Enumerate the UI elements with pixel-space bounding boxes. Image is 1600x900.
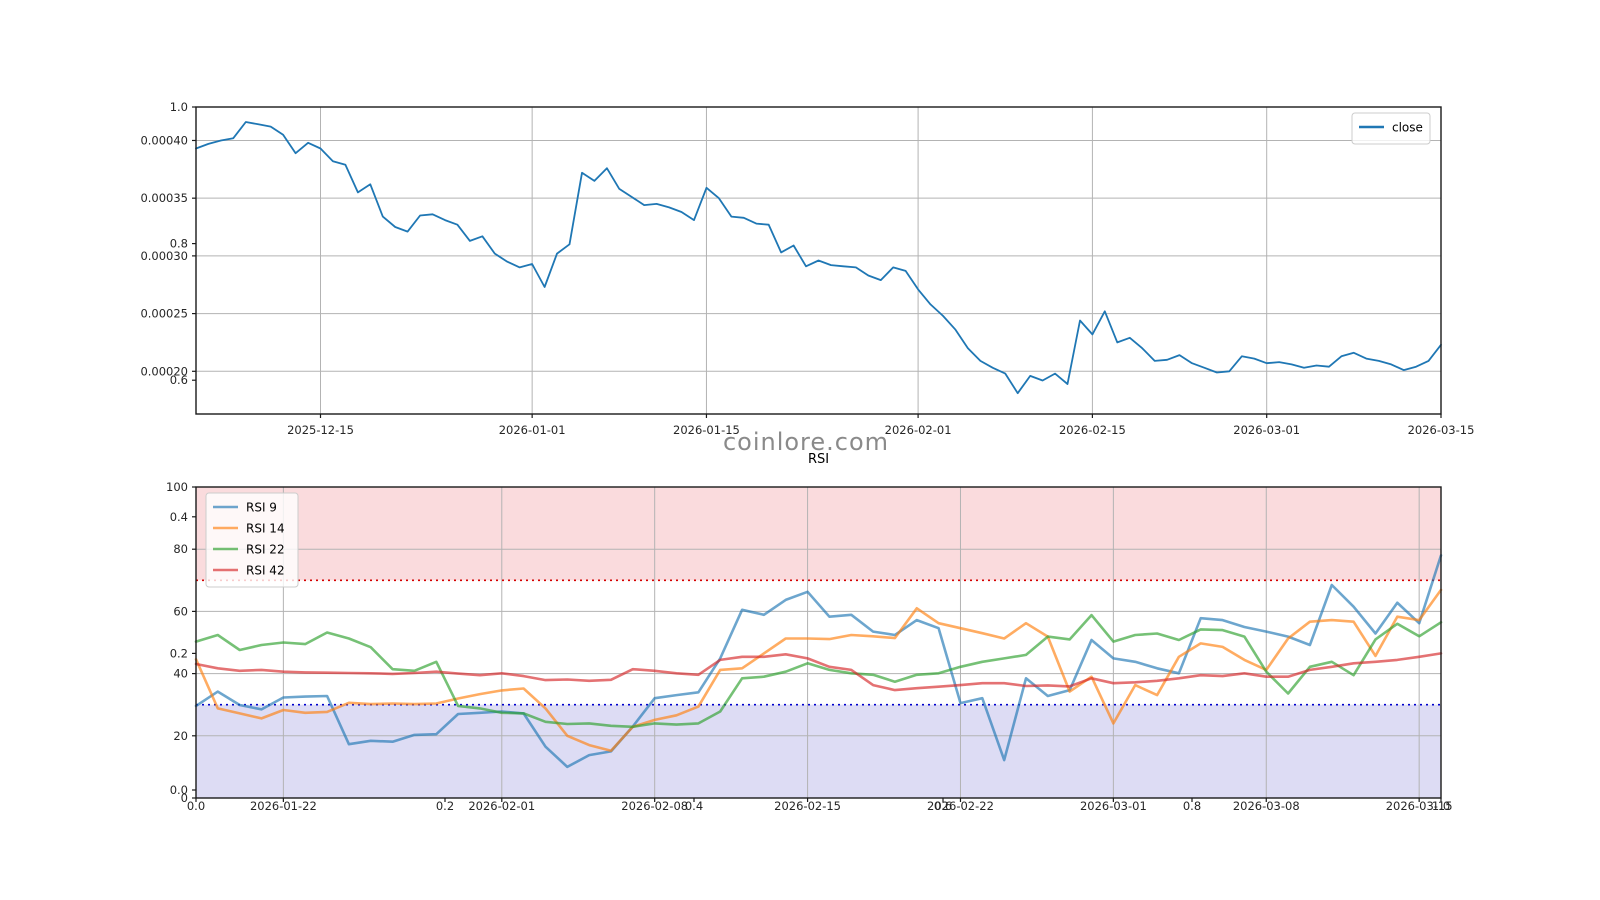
price-y-tick: 0.00030 <box>140 249 188 263</box>
legend-label-close: close <box>1392 121 1423 135</box>
price-y-tick: 0.00040 <box>140 133 188 147</box>
phantom-y-tick: 0.6 <box>170 373 188 387</box>
price-x-tick: 2026-01-15 <box>673 423 740 437</box>
phantom-y-tick: 0.2 <box>170 646 188 660</box>
rsi-grid <box>196 487 1441 798</box>
rsi-spines <box>195 486 1442 799</box>
price-x-tick-labels: 2025-12-15 2026-01-01 2026-01-15 2026-02-01… <box>287 414 1474 437</box>
rsi-band-oversold <box>196 704 1441 798</box>
price-y-tick-labels: 0.00020 0.00025 0.00030 0.00035 0.00040 <box>140 133 196 378</box>
rsi-y-tick-labels: 0 20 40 60 80 100 <box>166 480 196 805</box>
phantom-y-tick: 0.4 <box>170 510 188 524</box>
price-line-close <box>195 121 1442 395</box>
figure-phantom-labels: 1.0 0.8 0.6 0.4 0.2 0.0 0.0 0.2 0.4 0.6 0.8 1.0 <box>170 100 1450 813</box>
price-y-tick: 0.00020 <box>140 364 188 378</box>
price-legend-box <box>1351 112 1431 145</box>
rsi-x-tick: 2026-03-01 <box>1080 799 1147 813</box>
phantom-y-tick: 1.0 <box>170 100 188 114</box>
price-spines <box>195 106 1442 415</box>
price-panel: 0.00020 0.00025 0.00030 0.00035 0.00040 2025-… <box>140 106 1474 437</box>
price-x-tick: 2026-03-01 <box>1233 423 1300 437</box>
rsi-x-tick: 2026-02-01 <box>468 799 535 813</box>
rsi-y-tick: 80 <box>173 542 188 556</box>
rsi-x-tick-labels: 2026-01-22 2026-02-01 2026-02-08 2026-02-15… <box>250 798 1453 813</box>
rsi-x-tick: 2026-03-15 <box>1386 799 1453 813</box>
rsi-legend-box <box>205 492 299 588</box>
phantom-y-tick: 0.8 <box>170 237 188 251</box>
price-x-tick: 2026-01-01 <box>499 423 566 437</box>
rsi-y-tick: 0 <box>181 791 188 805</box>
rsi-y-tick: 60 <box>173 604 188 618</box>
price-grid <box>196 107 1442 414</box>
rsi-line-rsi-22 <box>194 613 1443 729</box>
rsi-band-overbought <box>196 487 1441 581</box>
price-y-tick: 0.00035 <box>140 191 188 205</box>
watermark: coinlore.com <box>722 428 890 456</box>
rsi-line-rsi-9 <box>194 554 1443 769</box>
phantom-x-tick: 0.2 <box>436 799 454 813</box>
rsi-line-rsi-42 <box>194 652 1443 692</box>
rsi-legend: RSI 9 RSI 14 RSI 22 RSI 42 <box>205 492 299 588</box>
phantom-x-tick: 0.0 <box>187 799 205 813</box>
legend-label-rsi-9: RSI 9 <box>246 501 277 515</box>
phantom-x-tick: 0.6 <box>934 799 952 813</box>
phantom-x-tick: 0.8 <box>1183 799 1201 813</box>
phantom-y-tick: 0.0 <box>170 783 188 797</box>
price-x-tick: 2026-02-01 <box>885 423 952 437</box>
rsi-x-tick: 2026-01-22 <box>250 799 317 813</box>
legend-label-rsi-14: RSI 14 <box>246 522 285 536</box>
rsi-x-tick: 2026-02-22 <box>927 799 994 813</box>
rsi-panel-title: RSI <box>807 452 830 467</box>
legend-label-rsi-22: RSI 22 <box>246 543 285 557</box>
rsi-x-tick: 2026-03-08 <box>1233 799 1300 813</box>
rsi-y-tick: 100 <box>166 480 188 494</box>
phantom-x-tick: 0.4 <box>685 799 703 813</box>
rsi-line-rsi-14 <box>194 588 1443 753</box>
rsi-x-tick: 2026-02-08 <box>621 799 688 813</box>
price-x-tick: 2026-02-15 <box>1059 423 1126 437</box>
price-y-tick: 0.00025 <box>140 307 188 321</box>
price-x-tick: 2025-12-15 <box>287 423 354 437</box>
legend-label-rsi-42: RSI 42 <box>246 564 285 578</box>
rsi-y-tick: 40 <box>173 667 188 681</box>
price-x-tick: 2026-03-15 <box>1408 423 1475 437</box>
rsi-panel: 0 20 40 60 80 100 2026-01-22 2026-02-01 2026-02-… <box>166 480 1453 813</box>
phantom-x-tick: 1.0 <box>1432 799 1450 813</box>
rsi-x-tick: 2026-02-15 <box>774 799 841 813</box>
price-legend: close <box>1351 112 1431 145</box>
rsi-y-tick: 20 <box>173 729 188 743</box>
